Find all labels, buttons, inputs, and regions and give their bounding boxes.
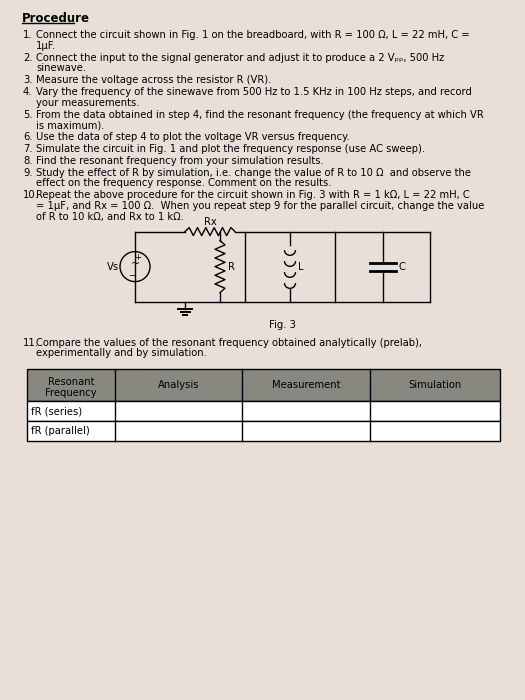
Text: Frequency: Frequency <box>45 388 97 398</box>
Text: Study the effect of R by simulation, i.e. change the value of R to 10 Ω  and obs: Study the effect of R by simulation, i.e… <box>36 167 471 178</box>
Text: fR (series): fR (series) <box>31 406 82 416</box>
Text: Vary the frequency of the sinewave from 500 Hz to 1.5 KHz in 100 Hz steps, and r: Vary the frequency of the sinewave from … <box>36 87 472 97</box>
Text: C: C <box>398 262 405 272</box>
Text: 1μF.: 1μF. <box>36 41 56 51</box>
Bar <box>27 401 500 421</box>
Bar <box>27 421 500 441</box>
Text: sinewave.: sinewave. <box>36 64 86 74</box>
Text: your measurements.: your measurements. <box>36 98 140 108</box>
Text: 5.: 5. <box>23 110 33 120</box>
Text: 6.: 6. <box>23 132 33 142</box>
Text: effect on the frequency response. Comment on the results.: effect on the frequency response. Commen… <box>36 178 331 188</box>
Text: Connect the circuit shown in Fig. 1 on the breadboard, with R = 100 Ω, L = 22 mH: Connect the circuit shown in Fig. 1 on t… <box>36 30 470 40</box>
Text: fR (parallel): fR (parallel) <box>31 426 90 436</box>
Text: −: − <box>129 271 135 280</box>
Text: 11.: 11. <box>23 337 39 348</box>
Text: 1.: 1. <box>23 30 33 40</box>
Text: Connect the input to the signal generator and adjust it to produce a 2 Vₚₚ, 500 : Connect the input to the signal generato… <box>36 52 444 62</box>
Text: 9.: 9. <box>23 167 33 178</box>
Text: Rx: Rx <box>204 216 216 227</box>
Text: 8.: 8. <box>23 156 33 166</box>
Text: of R to 10 kΩ, and Rx to 1 kΩ.: of R to 10 kΩ, and Rx to 1 kΩ. <box>36 212 184 222</box>
Text: Use the data of step 4 to plot the voltage VR versus frequency.: Use the data of step 4 to plot the volta… <box>36 132 350 142</box>
Text: +: + <box>134 253 141 262</box>
Text: Resonant: Resonant <box>47 377 94 387</box>
Text: Analysis: Analysis <box>158 380 199 390</box>
Text: Simulate the circuit in Fig. 1 and plot the frequency response (use AC sweep).: Simulate the circuit in Fig. 1 and plot … <box>36 144 425 154</box>
Text: Measurement: Measurement <box>272 380 340 390</box>
Text: From the data obtained in step 4, find the resonant frequency (the frequency at : From the data obtained in step 4, find t… <box>36 110 484 120</box>
Text: experimentally and by simulation.: experimentally and by simulation. <box>36 349 207 358</box>
Text: Procedure: Procedure <box>22 12 90 25</box>
Text: 10.: 10. <box>23 190 39 200</box>
Text: Compare the values of the resonant frequency obtained analytically (prelab),: Compare the values of the resonant frequ… <box>36 337 422 348</box>
Text: 3.: 3. <box>23 75 33 85</box>
Text: Fig. 3: Fig. 3 <box>269 320 296 330</box>
Text: Find the resonant frequency from your simulation results.: Find the resonant frequency from your si… <box>36 156 324 166</box>
Text: R: R <box>228 262 235 272</box>
Text: Measure the voltage across the resistor R (VR).: Measure the voltage across the resistor … <box>36 75 271 85</box>
Text: Simulation: Simulation <box>408 380 461 390</box>
Text: = 1μF, and Rx = 100 Ω.  When you repeat step 9 for the parallel circuit, change : = 1μF, and Rx = 100 Ω. When you repeat s… <box>36 201 485 211</box>
Text: 2.: 2. <box>23 52 33 62</box>
Text: L: L <box>298 262 303 272</box>
Text: Vs: Vs <box>107 262 119 272</box>
Bar <box>27 369 500 401</box>
Text: Repeat the above procedure for the circuit shown in Fig. 3 with R = 1 kΩ, L = 22: Repeat the above procedure for the circu… <box>36 190 470 200</box>
Text: ~: ~ <box>130 258 140 269</box>
Text: is maximum).: is maximum). <box>36 120 104 130</box>
Text: 4.: 4. <box>23 87 33 97</box>
Text: 7.: 7. <box>23 144 33 154</box>
